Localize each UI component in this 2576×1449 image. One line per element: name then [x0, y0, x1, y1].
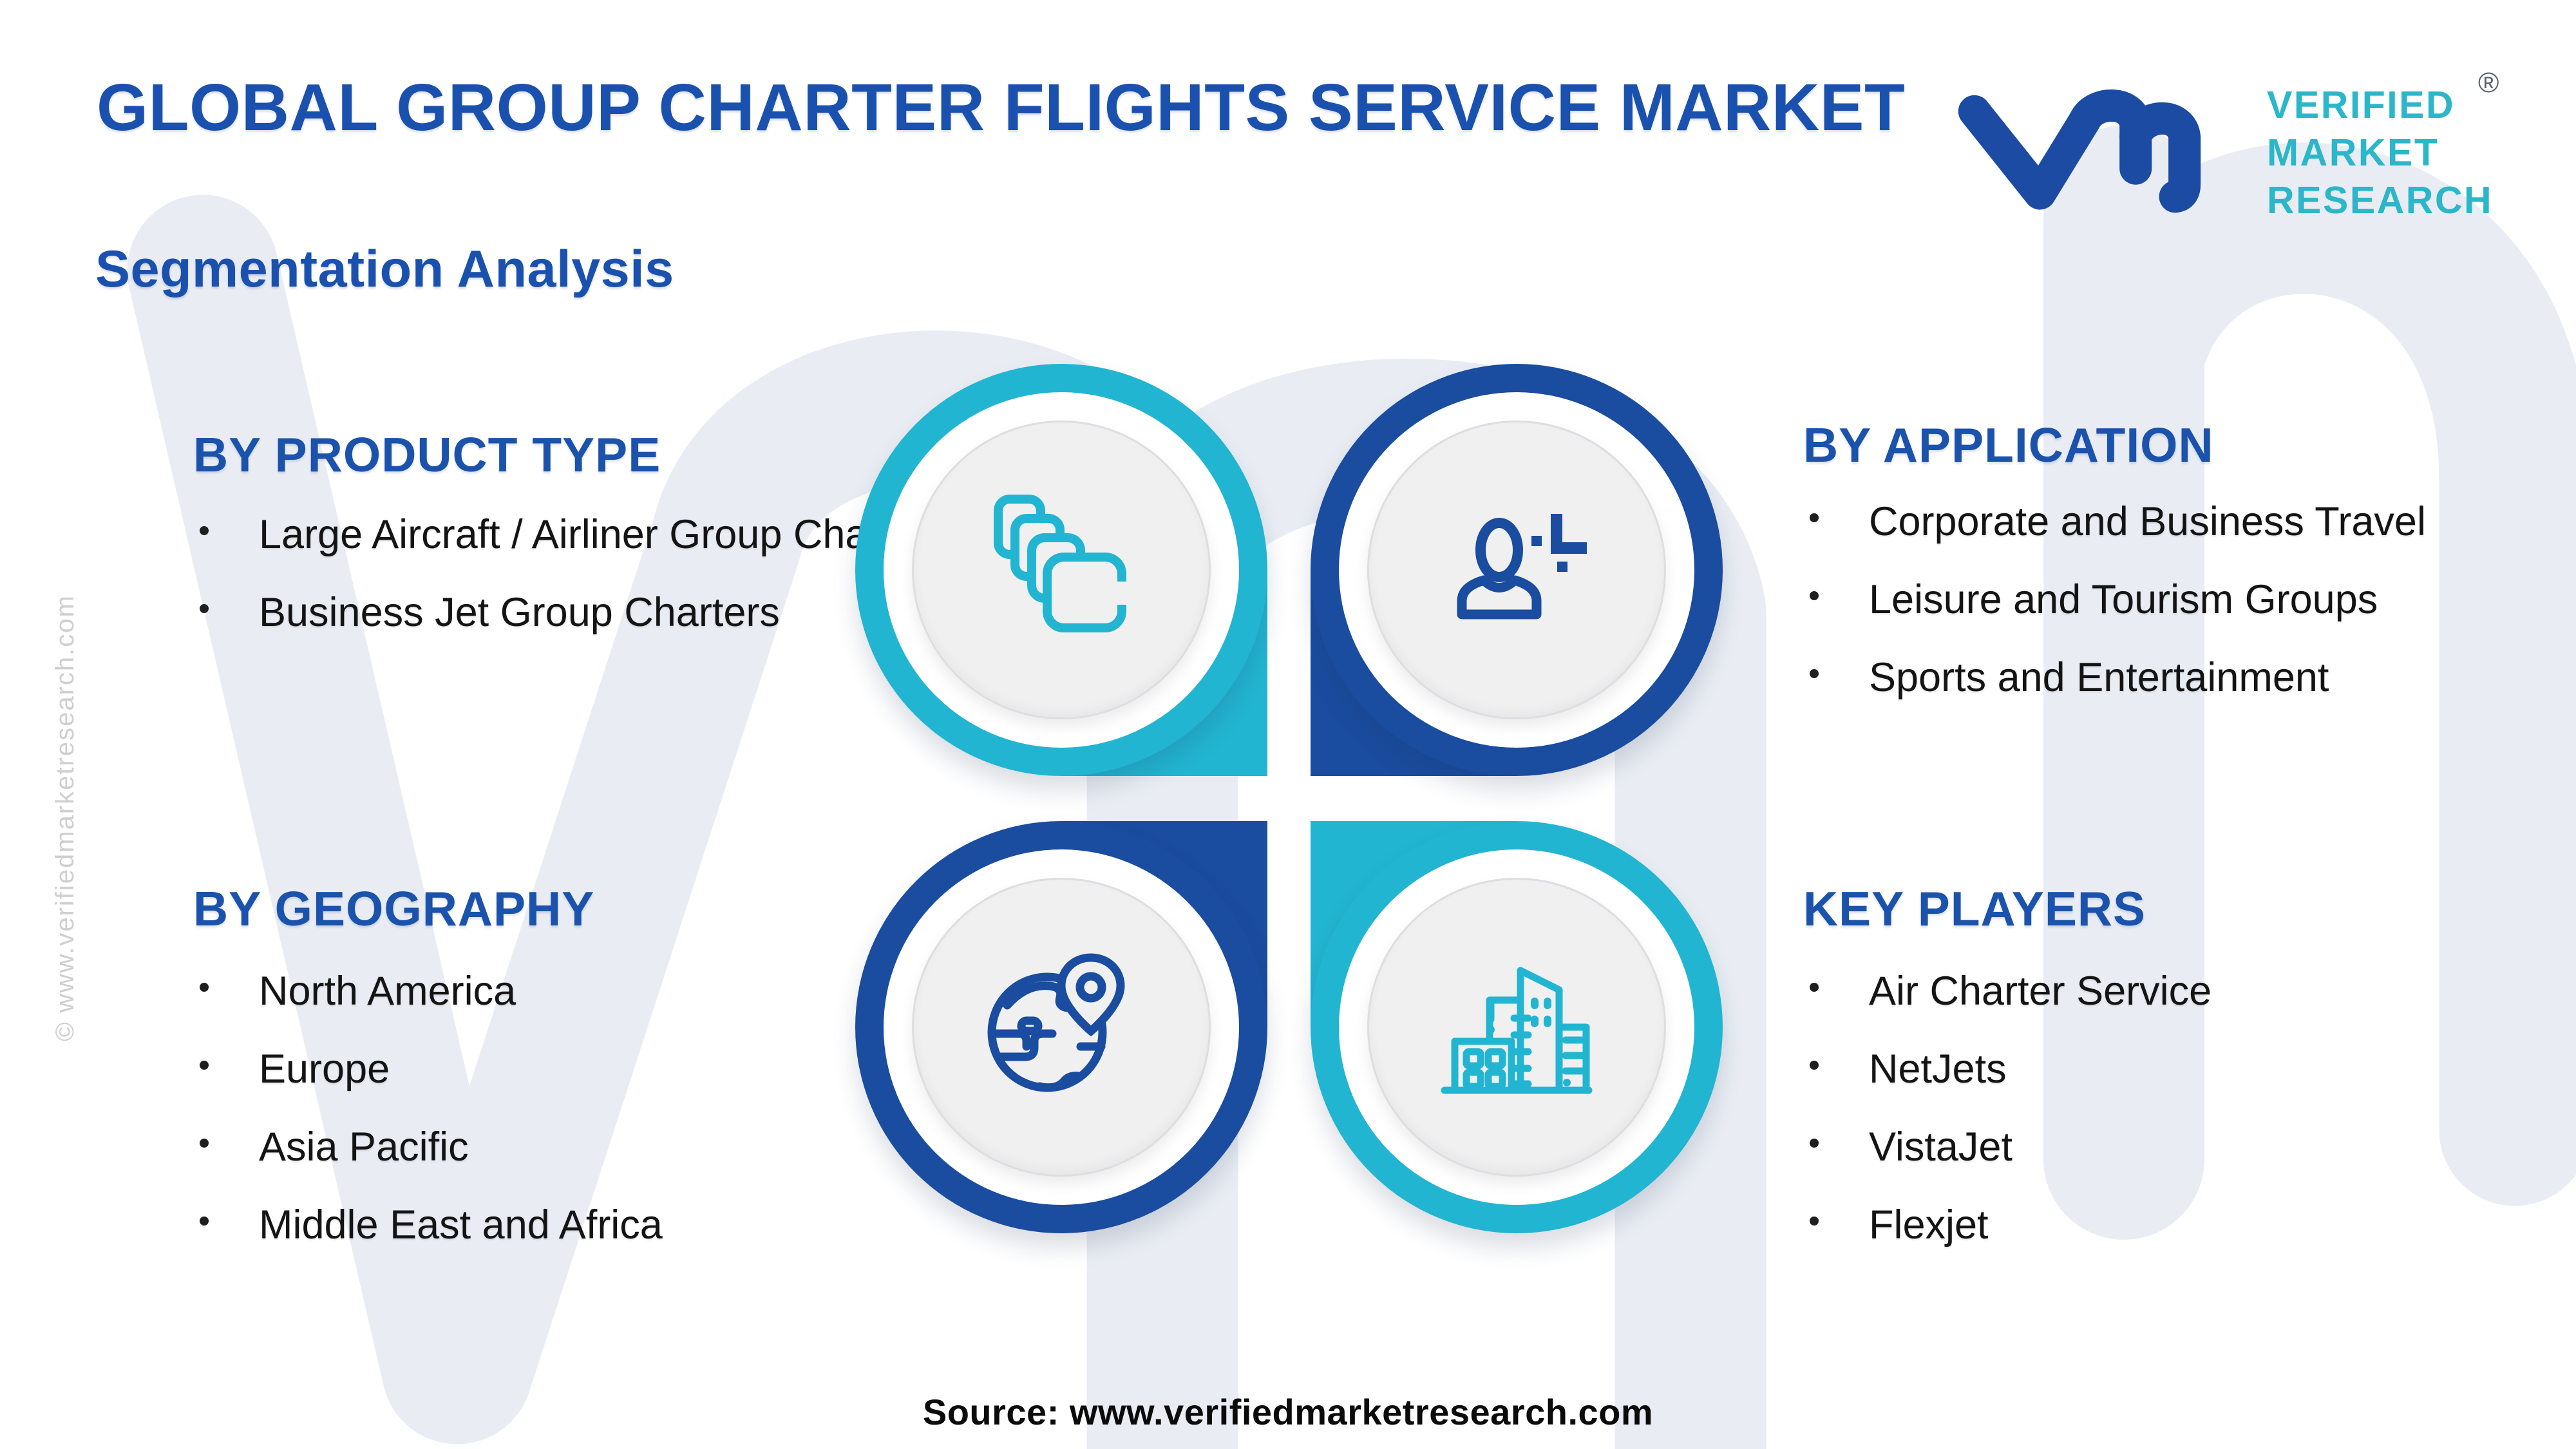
- list-item: Leisure and Tourism Groups: [1803, 561, 2563, 639]
- list-item-label: Large Aircraft / Airliner Group Charters: [259, 512, 949, 557]
- bullet-dot: [1810, 1061, 1819, 1070]
- bullet-dot: [200, 604, 209, 613]
- list-item: Asia Pacific: [193, 1108, 953, 1186]
- list-item-label: NetJets: [1869, 1046, 2007, 1092]
- bullet-dot: [200, 983, 209, 992]
- quadrant-key-players: [1311, 821, 1723, 1233]
- list-item: Large Aircraft / Airliner Group Charters: [193, 496, 953, 574]
- bullet-dot: [200, 526, 209, 535]
- application-list: Corporate and Business Travel Leisure an…: [1803, 483, 2563, 717]
- quadrant-inner-circle: [1367, 421, 1666, 719]
- list-item-label: Europe: [259, 1046, 390, 1092]
- vmr-monogram-icon: [1958, 89, 2201, 213]
- quadrant-inner-circle: [912, 878, 1211, 1177]
- globe-pin-icon: [987, 953, 1125, 1092]
- registered-mark-icon: ®: [2478, 67, 2499, 99]
- geography-list: North America Europe Asia Pacific Middle…: [193, 952, 953, 1264]
- bullet-dot: [1810, 1139, 1819, 1148]
- bullet-dot: [200, 1217, 209, 1226]
- source-line: Source: www.verifiedmarketresearch.com: [922, 1392, 1654, 1432]
- list-item-label: VistaJet: [1869, 1124, 2012, 1170]
- section-heading-key-players: KEY PLAYERS: [1803, 882, 2146, 936]
- list-item-label: Business Jet Group Charters: [259, 590, 780, 635]
- section-heading-geography: BY GEOGRAPHY: [193, 882, 595, 936]
- list-item-label: North America: [259, 969, 516, 1014]
- seats-stack-icon: [994, 495, 1128, 632]
- quadrant-application: [1311, 364, 1723, 776]
- list-item: North America: [193, 952, 953, 1030]
- key-players-list: Air Charter Service NetJets VistaJet Fle…: [1803, 952, 2563, 1264]
- quadrant-geography: [855, 821, 1267, 1233]
- list-item: Business Jet Group Charters: [193, 574, 953, 652]
- logo-brand-text: VERIFIED MARKET RESEARCH: [2267, 81, 2493, 224]
- quadrant-inner-circle: [912, 421, 1211, 719]
- list-item-label: Flexjet: [1869, 1202, 1989, 1247]
- bullet-dot: [1810, 591, 1819, 600]
- page-title: GLOBAL GROUP CHARTER FLIGHTS SERVICE MAR…: [97, 70, 1906, 144]
- logo-brand-line: RESEARCH: [2267, 179, 2494, 222]
- list-item: Middle East and Africa: [193, 1186, 953, 1264]
- list-item: NetJets: [1803, 1030, 2563, 1108]
- bullet-dot: [200, 1139, 209, 1148]
- person-plus-icon: [1457, 514, 1587, 620]
- section-heading-application: BY APPLICATION: [1803, 418, 2214, 472]
- list-item-label: Middle East and Africa: [259, 1202, 663, 1247]
- bullet-dot: [1810, 983, 1819, 992]
- logo-brand-line: MARKET: [2267, 131, 2439, 174]
- list-item: Europe: [193, 1030, 953, 1108]
- list-item: Air Charter Service: [1803, 952, 2563, 1030]
- list-item-label: Air Charter Service: [1869, 969, 2212, 1014]
- list-item-label: Sports and Entertainment: [1869, 655, 2329, 700]
- city-buildings-icon: [1441, 967, 1593, 1094]
- quadrant-inner-circle: [1367, 878, 1666, 1177]
- list-item-label: Corporate and Business Travel: [1869, 499, 2426, 544]
- list-item: Sports and Entertainment: [1803, 639, 2563, 717]
- bullet-dot: [1810, 1217, 1819, 1226]
- product-type-list: Large Aircraft / Airliner Group Charters…: [193, 496, 953, 652]
- list-item: VistaJet: [1803, 1108, 2563, 1186]
- list-item-label: Asia Pacific: [259, 1124, 469, 1170]
- bullet-dot: [1810, 669, 1819, 678]
- side-copyright-watermark: © www.verifiedmarketresearch.com: [51, 594, 79, 1041]
- bullet-dot: [1810, 513, 1819, 522]
- list-item: Flexjet: [1803, 1186, 2563, 1264]
- quadrant-product-type: [855, 364, 1267, 776]
- list-item-label: Leisure and Tourism Groups: [1869, 577, 2378, 622]
- page-subtitle: Segmentation Analysis: [95, 240, 674, 298]
- list-item: Corporate and Business Travel: [1803, 483, 2563, 561]
- logo-brand-line: VERIFIED: [2267, 84, 2456, 126]
- section-heading-product-type: BY PRODUCT TYPE: [193, 428, 661, 482]
- bullet-dot: [200, 1061, 209, 1070]
